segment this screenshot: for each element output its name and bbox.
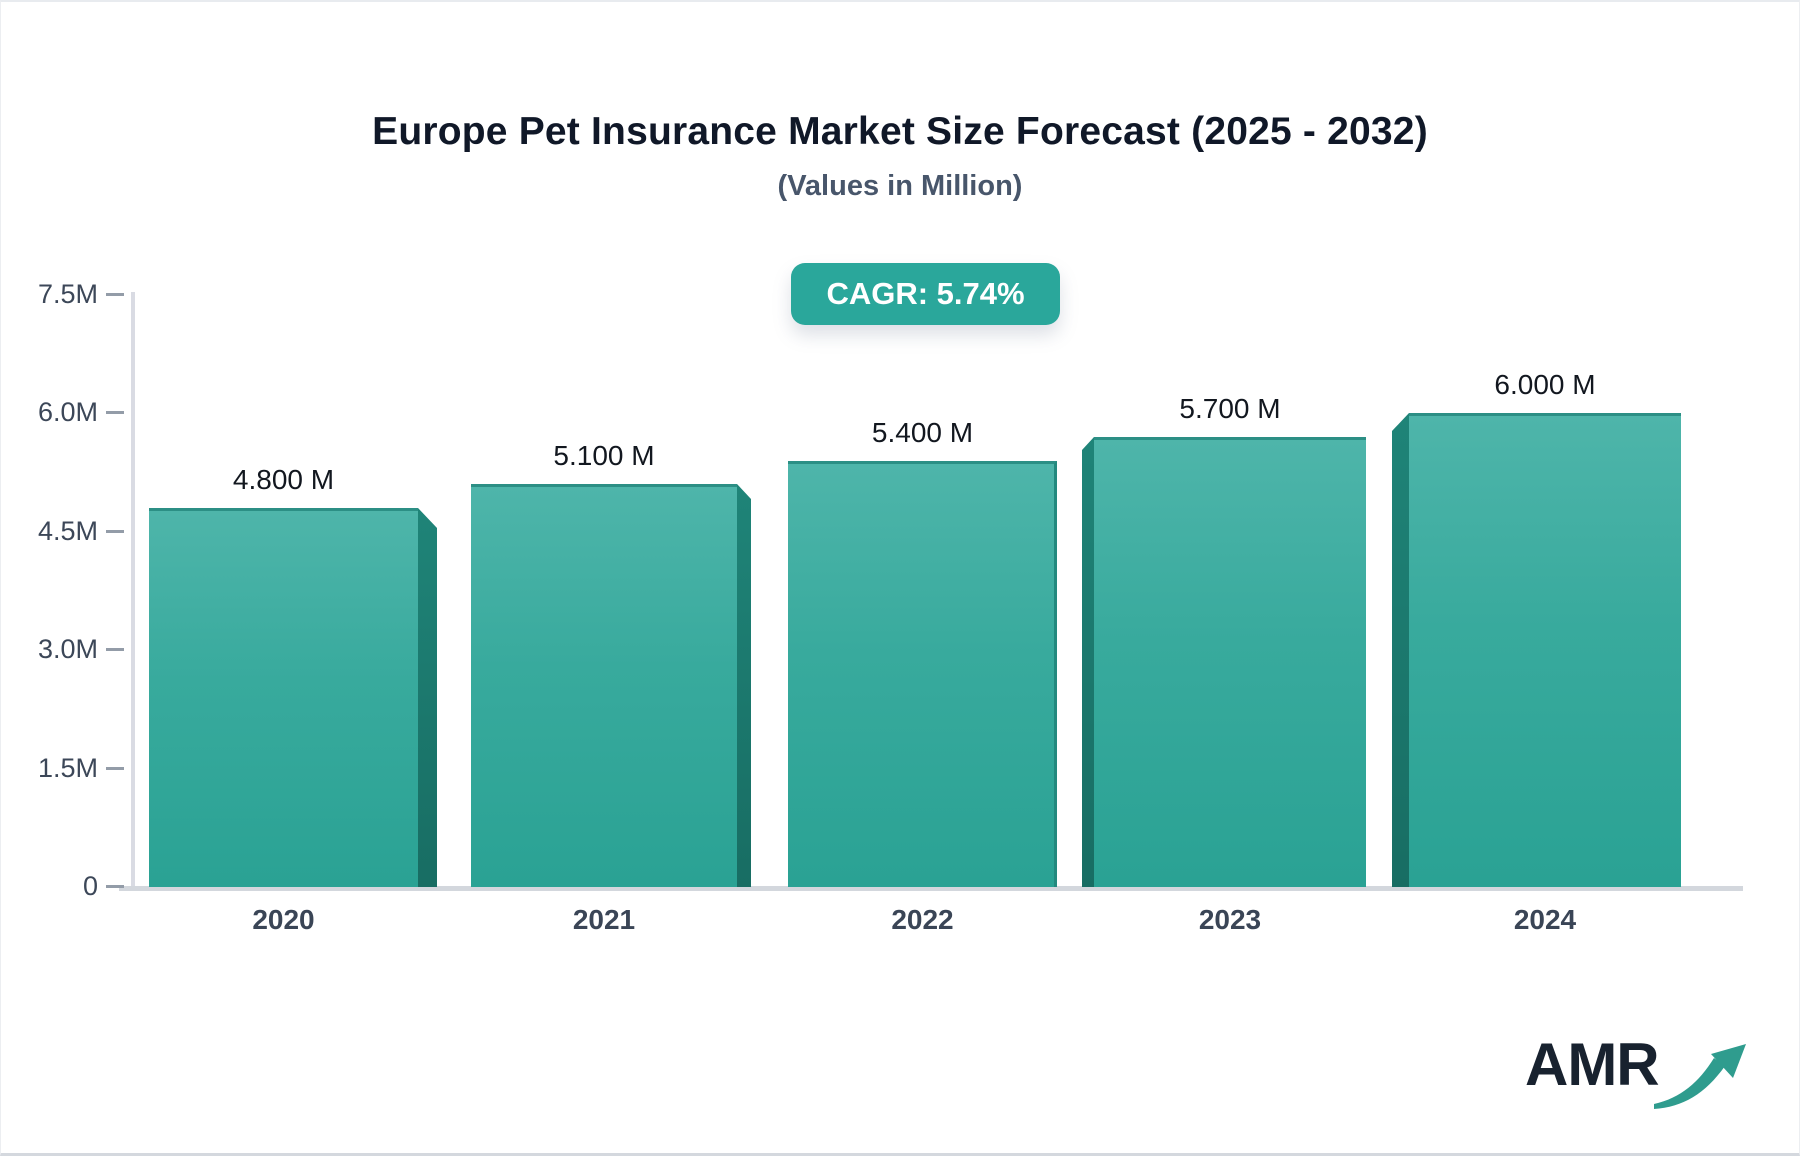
page-title: Europe Pet Insurance Market Size Forecas… bbox=[372, 110, 1428, 153]
bar-side-face-2020 bbox=[418, 508, 437, 887]
bar-2022 bbox=[788, 461, 1057, 887]
bar-side-face-2024 bbox=[1392, 413, 1409, 887]
x-axis-line bbox=[119, 886, 1743, 891]
bar-value-label: 5.400 M bbox=[871, 417, 974, 448]
y-axis-line bbox=[131, 292, 135, 888]
y-tick-dash bbox=[106, 529, 124, 533]
cagr-badge-label: CAGR: 5.74% bbox=[826, 276, 1025, 311]
bar-2021 bbox=[471, 484, 737, 887]
y-tick-label: 7.5M bbox=[37, 279, 98, 309]
x-tick-label: 2024 bbox=[1513, 904, 1577, 935]
y-tick-dash bbox=[106, 648, 124, 652]
y-tick-dash bbox=[106, 411, 124, 415]
x-tick-label: 2022 bbox=[891, 904, 954, 935]
bar-value-label: 5.100 M bbox=[553, 440, 655, 471]
y-tick-label: 3.0M bbox=[37, 634, 98, 665]
bar-value-label: 6.000 M bbox=[1494, 369, 1596, 400]
bar-value-label: 4.800 M bbox=[232, 464, 335, 495]
bar-value-label: 5.700 M bbox=[1179, 393, 1281, 424]
amr-logo-text: AMR bbox=[1525, 1031, 1660, 1098]
amr-logo: AMR bbox=[1525, 1034, 1753, 1114]
y-tick-label: 4.5M bbox=[37, 515, 98, 546]
cagr-badge: CAGR: 5.74% bbox=[791, 263, 1060, 325]
x-tick-label: 2020 bbox=[252, 904, 315, 935]
page-subtitle: (Values in Million) bbox=[777, 170, 1023, 202]
bar-2023 bbox=[1094, 437, 1366, 887]
bar-2024 bbox=[1409, 413, 1681, 887]
x-tick-label: 2021 bbox=[572, 904, 636, 935]
y-tick-dash bbox=[106, 293, 124, 296]
y-tick-label: 0 bbox=[82, 871, 98, 901]
bar-2020 bbox=[149, 508, 418, 887]
trend-up-arrow-icon bbox=[1653, 1044, 1746, 1109]
y-tick-label: 1.5M bbox=[37, 752, 98, 783]
bar-side-face-2021 bbox=[737, 484, 751, 887]
y-tick-dash bbox=[106, 885, 124, 888]
y-tick-dash bbox=[106, 766, 124, 770]
x-tick-label: 2023 bbox=[1198, 904, 1262, 935]
bar-side-face-2023 bbox=[1082, 437, 1094, 887]
y-tick-label: 6.0M bbox=[37, 397, 98, 428]
